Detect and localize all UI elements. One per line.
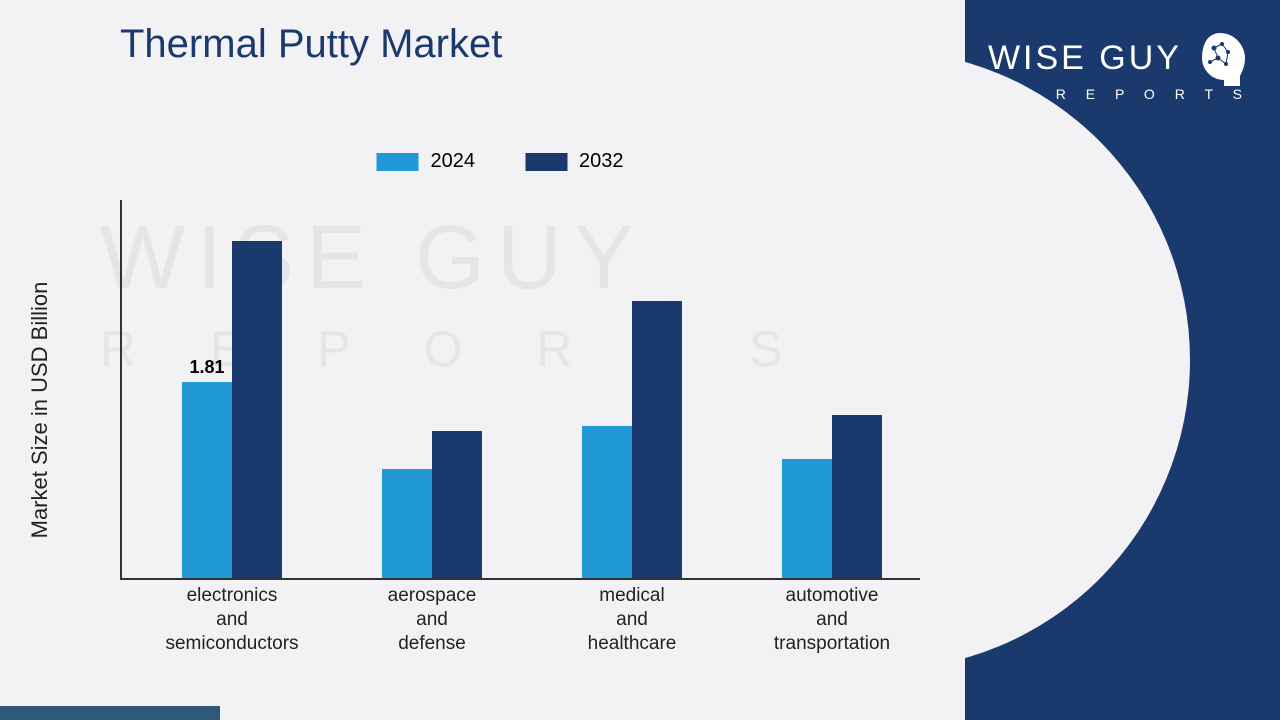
bottom-accent-bar — [0, 706, 220, 720]
bar-group — [782, 415, 882, 578]
legend-swatch-2032 — [525, 153, 567, 171]
chart-area: Market Size in USD Billion 2024 2032 1.8… — [60, 150, 940, 670]
x-axis-label: medicalandhealthcare — [542, 584, 722, 655]
bar — [432, 431, 482, 578]
bar — [832, 415, 882, 578]
legend-item-2024: 2024 — [377, 150, 476, 173]
x-axis-labels: electronicsandsemiconductors aerospaceand… — [120, 584, 920, 664]
brand-logo: WISE GUY R E P O R T S — [988, 28, 1250, 102]
bar — [782, 459, 832, 578]
x-axis-label: aerospaceanddefense — [342, 584, 522, 655]
legend-swatch-2024 — [377, 153, 419, 171]
bar-group: 1.81 — [182, 241, 282, 578]
x-axis-label: automotiveandtransportation — [742, 584, 922, 655]
bar — [382, 469, 432, 578]
y-axis-label: Market Size in USD Billion — [27, 282, 53, 539]
legend-label-2032: 2032 — [579, 150, 624, 173]
chart-title: Thermal Putty Market — [120, 22, 502, 67]
bar — [232, 241, 282, 578]
bar-group — [382, 431, 482, 578]
bar — [582, 426, 632, 578]
legend-item-2032: 2032 — [525, 150, 624, 173]
legend: 2024 2032 — [377, 150, 624, 173]
logo-text-sub: R E P O R T S — [988, 86, 1250, 102]
legend-label-2024: 2024 — [431, 150, 476, 173]
logo-main-row: WISE GUY — [988, 28, 1250, 88]
bar-group — [582, 301, 682, 578]
x-axis-label: electronicsandsemiconductors — [142, 584, 322, 655]
bar — [632, 301, 682, 578]
logo-text-main: WISE GUY — [988, 39, 1182, 78]
bar: 1.81 — [182, 382, 232, 579]
plot-area: 1.81 — [120, 200, 920, 580]
head-icon — [1190, 28, 1250, 88]
bar-value-label: 1.81 — [182, 357, 232, 382]
